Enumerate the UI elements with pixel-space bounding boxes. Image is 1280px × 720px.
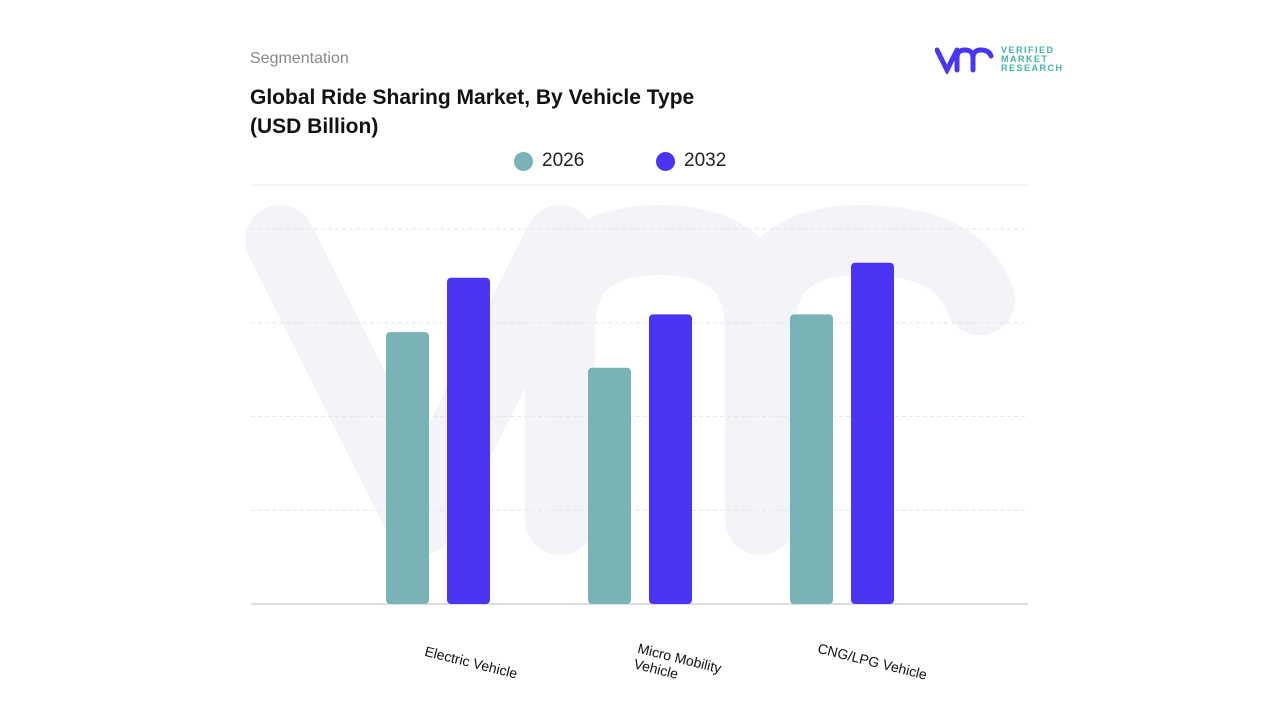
bar-2032-1[interactable] [649, 314, 692, 604]
legend-item-2026[interactable]: 2026 [514, 150, 584, 172]
chart-title: Global Ride Sharing Market, By Vehicle T… [250, 83, 770, 141]
bar-2032-0[interactable] [447, 277, 490, 604]
segment-label: Segmentation [250, 50, 349, 67]
legend-dot-icon [514, 151, 533, 171]
legend-label: 2032 [684, 150, 727, 171]
legend-item-2032[interactable]: 2032 [656, 150, 726, 172]
bar-2026-1[interactable] [588, 367, 631, 604]
bar-2026-0[interactable] [386, 332, 429, 604]
legend-dot-icon [656, 151, 675, 171]
vmr-logo-mark-icon [935, 47, 994, 74]
title-line-1: Global Ride Sharing Market, By Vehicle T… [250, 86, 695, 109]
logo-line-1: VERIFIED [1001, 44, 1055, 55]
bar-2026-2[interactable] [790, 314, 833, 604]
legend-label: 2026 [542, 150, 585, 171]
legend: 2026 2032 [0, 150, 1280, 174]
logo-line-2: MARKET [1001, 53, 1049, 64]
bar-2032-2[interactable] [851, 262, 894, 604]
title-line-2: (USD Billion) [250, 115, 379, 138]
logo-line-3: RESEARCH [1001, 62, 1064, 73]
vmr-logo: VERIFIED MARKET RESEARCH [935, 44, 1064, 74]
